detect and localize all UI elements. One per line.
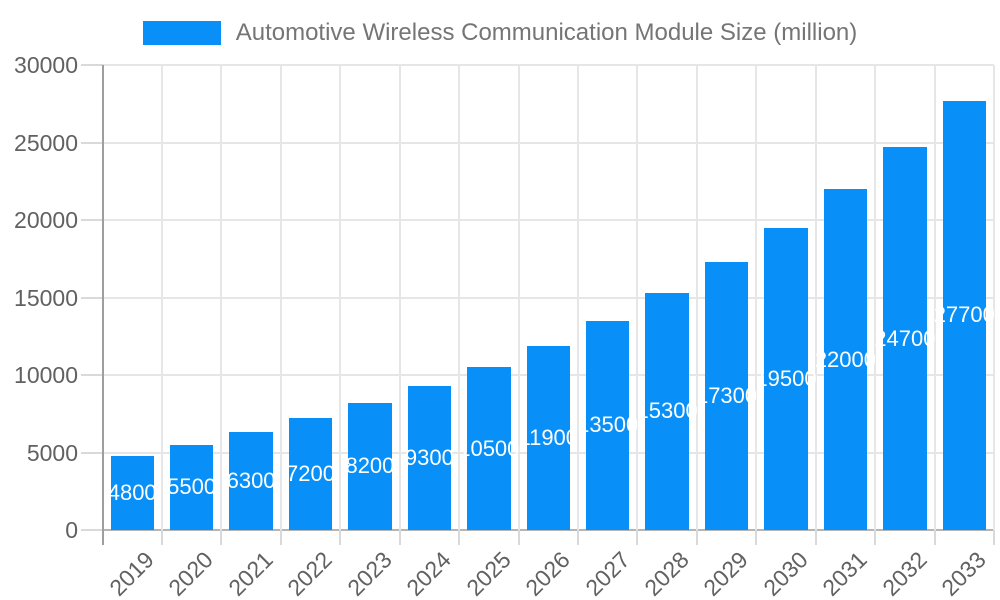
x-axis-label: 2030 [758, 546, 813, 600]
y-axis-label: 10000 [14, 362, 78, 388]
x-tick [636, 530, 639, 545]
h-gridline [102, 296, 994, 299]
bar[interactable] [467, 367, 511, 530]
bar[interactable] [764, 227, 808, 530]
y-tick [80, 296, 103, 299]
v-gridline [339, 65, 342, 530]
bar-value-label: 24700 [874, 325, 936, 351]
bar-value-label: 7200 [286, 461, 335, 487]
y-axis-line [101, 65, 104, 545]
x-axis-label: 2024 [401, 546, 457, 600]
bar-value-label: 9300 [404, 444, 454, 470]
v-gridline [576, 65, 579, 530]
bar-value-label: 15300 [636, 398, 698, 424]
y-axis-label: 20000 [14, 207, 78, 233]
v-gridline [220, 65, 223, 530]
bar[interactable] [883, 147, 927, 530]
x-axis-label: 2029 [698, 546, 754, 600]
y-axis-label: 30000 [14, 52, 78, 78]
v-gridline [874, 65, 877, 530]
x-tick [755, 530, 758, 545]
x-axis-label: 2028 [639, 546, 694, 600]
bar-value-label: 11900 [518, 424, 579, 450]
bar[interactable] [110, 455, 154, 530]
v-gridline [814, 65, 817, 530]
bar[interactable] [229, 432, 273, 530]
bar-value-label: 22000 [814, 346, 876, 372]
bar-value-label: 6300 [226, 468, 276, 494]
legend-swatch [142, 21, 221, 45]
x-axis-label: 2022 [282, 546, 338, 600]
x-tick [458, 530, 461, 545]
bar-value-label: 5500 [167, 474, 217, 500]
bar[interactable] [704, 261, 749, 530]
v-gridline [160, 65, 163, 530]
x-axis-label: 2019 [104, 546, 159, 600]
h-gridline [102, 529, 994, 531]
y-axis-label: 5000 [26, 439, 78, 466]
x-axis-label: 2020 [163, 546, 219, 600]
bar-value-label: 19500 [755, 365, 817, 391]
x-tick [576, 530, 579, 545]
y-axis-label: 25000 [14, 129, 78, 156]
v-gridline [458, 65, 461, 530]
x-tick [814, 530, 817, 545]
bar-value-label: 27700 [933, 302, 995, 328]
y-tick [80, 64, 103, 66]
bar-value-label: 17300 [695, 382, 758, 408]
bar[interactable] [288, 418, 333, 530]
legend: Automotive Wireless Communication Module… [0, 19, 1000, 47]
x-axis-label: 2032 [876, 546, 932, 600]
bar[interactable] [585, 320, 630, 530]
y-tick [80, 219, 103, 221]
x-tick [933, 530, 936, 545]
y-tick [80, 529, 103, 531]
v-gridline [398, 65, 401, 530]
v-gridline [279, 65, 282, 530]
v-gridline [755, 65, 758, 530]
v-gridline [517, 65, 520, 530]
y-axis-label: 0 [65, 517, 78, 543]
bar[interactable] [645, 292, 689, 530]
x-tick [874, 530, 877, 545]
x-axis-label: 2026 [520, 546, 575, 600]
v-gridline [993, 65, 995, 530]
y-tick [80, 374, 103, 376]
h-gridline [102, 64, 994, 66]
h-gridline [102, 219, 994, 221]
bar[interactable] [407, 385, 452, 530]
x-tick [279, 530, 282, 545]
legend-label: Automotive Wireless Communication Module… [235, 19, 858, 46]
v-gridline [695, 65, 698, 530]
x-tick [339, 530, 342, 545]
bar-value-label: 4800 [107, 479, 157, 505]
y-axis-label: 15000 [14, 284, 78, 311]
bar-value-label: 13500 [577, 412, 639, 438]
x-tick [517, 530, 520, 545]
bar[interactable] [823, 189, 868, 530]
x-axis-label: 2027 [579, 546, 635, 600]
y-tick [80, 451, 103, 454]
x-axis-label: 2023 [342, 546, 397, 600]
bar[interactable] [348, 402, 392, 530]
bar-value-label: 8200 [345, 453, 395, 479]
v-gridline [636, 65, 639, 530]
x-tick [398, 530, 401, 545]
v-gridline [933, 65, 936, 530]
bar[interactable] [942, 100, 986, 530]
x-tick [993, 530, 995, 545]
bar-value-label: 10500 [458, 435, 520, 461]
x-axis-label: 2021 [223, 546, 278, 600]
bar[interactable] [526, 345, 570, 530]
x-axis-label: 2025 [460, 546, 516, 600]
x-tick [695, 530, 698, 545]
y-tick [80, 141, 103, 144]
x-axis-label: 2033 [936, 546, 991, 600]
x-axis-label: 2031 [817, 546, 873, 600]
h-gridline [102, 141, 994, 144]
x-tick [220, 530, 223, 545]
bar[interactable] [169, 444, 214, 530]
x-tick [160, 530, 163, 545]
